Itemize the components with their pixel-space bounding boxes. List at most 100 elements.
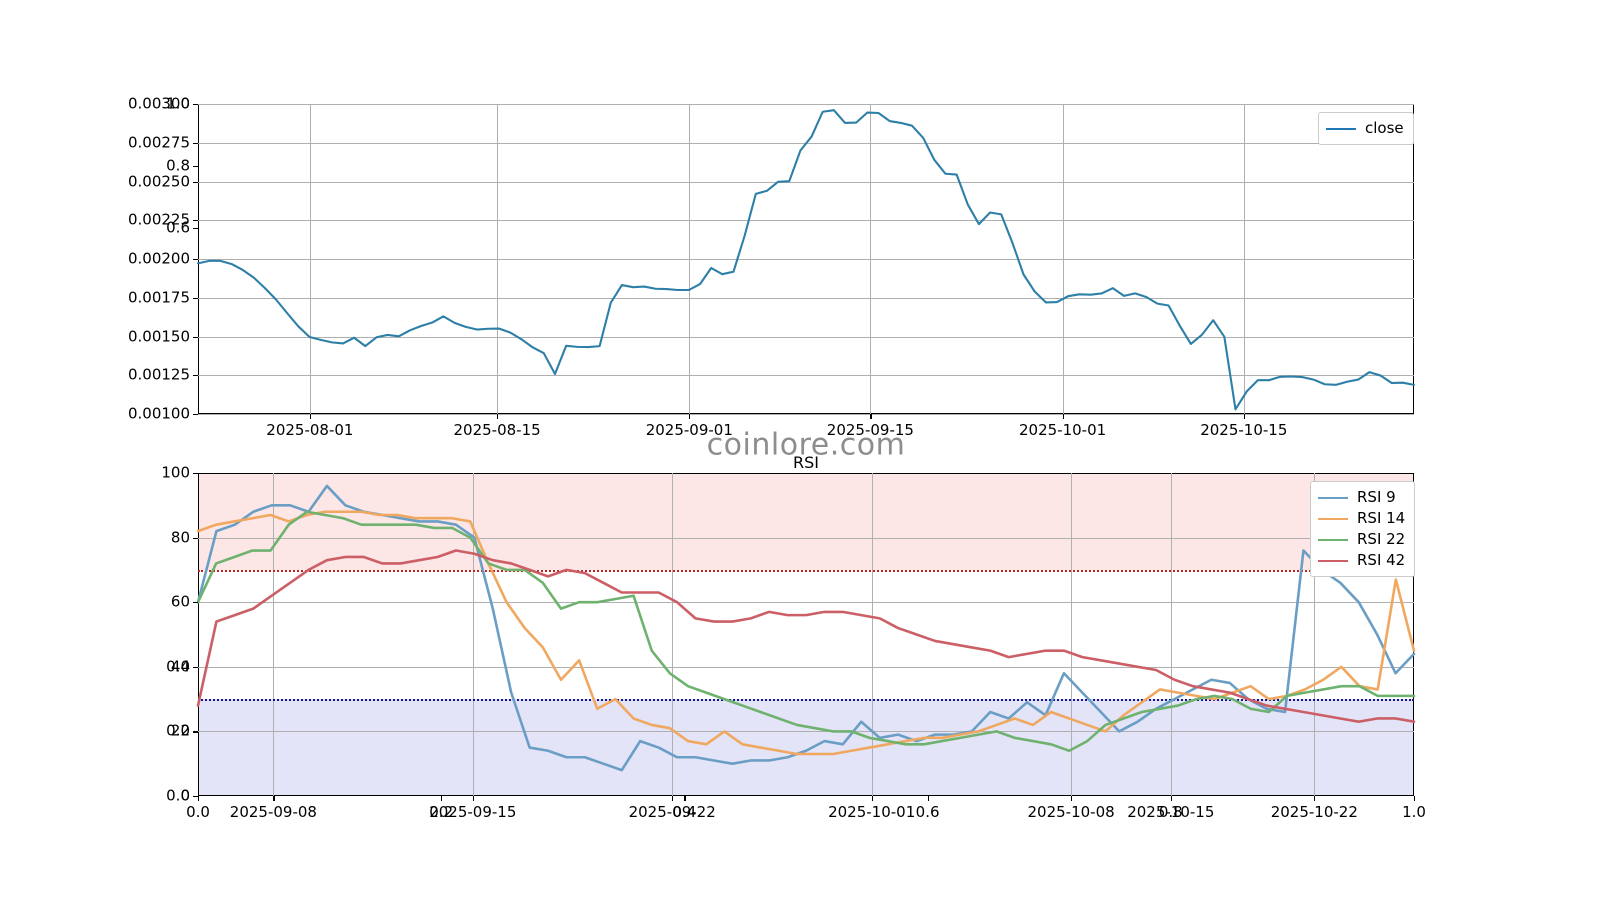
rsi-x-tick-label-normalized: 0.0 xyxy=(186,803,210,821)
rsi-y-tick xyxy=(193,537,198,539)
rsi-axes-frame xyxy=(198,473,1414,796)
rsi-x-tick-normalized xyxy=(198,796,200,801)
legend-line-swatch-icon xyxy=(1318,517,1348,520)
rsi-x-tick-label-normalized: 1.0 xyxy=(1402,803,1426,821)
price-y-tick xyxy=(193,414,198,416)
price-line-plot xyxy=(196,109,1416,411)
rsi-y-tick-normalized xyxy=(193,731,198,733)
price-y-tick-label: 0.00100 xyxy=(127,404,190,423)
rsi-gridline-v xyxy=(1071,473,1073,796)
rsi-gridline-h xyxy=(198,666,1414,668)
price-gridline-h xyxy=(198,336,1414,338)
rsi-x-tick-label: 2025-09-22 xyxy=(628,803,716,821)
rsi-x-tick-label-normalized: 0.2 xyxy=(429,803,454,821)
rsi-x-tick-label-normalized: 0.6 xyxy=(915,803,940,821)
rsi-gridline-v xyxy=(871,473,873,796)
legend-line-swatch-icon xyxy=(1318,496,1348,499)
rsi-y-tick xyxy=(193,602,198,604)
legend-item-label: close xyxy=(1365,119,1404,137)
legend-item-label: RSI 14 xyxy=(1357,509,1406,527)
price-x-tick-label: 2025-09-15 xyxy=(826,421,914,439)
rsi-x-tick-normalized xyxy=(927,796,929,801)
rsi-gridline-h xyxy=(198,731,1414,733)
rsi-x-tick-label-normalized: 0.4 xyxy=(672,803,697,821)
legend-item[interactable]: RSI 9 xyxy=(1318,487,1405,508)
rsi-x-tick-label: 2025-09-08 xyxy=(229,803,317,821)
rsi-gridline-v xyxy=(1170,473,1172,796)
rsi-gridline-h xyxy=(198,537,1414,539)
price-x-tick xyxy=(689,414,691,419)
rsi-x-tick-label: 2025-10-08 xyxy=(1027,803,1115,821)
price-gridline-h xyxy=(198,220,1414,222)
price-y-tick xyxy=(193,220,198,222)
rsi-y-tick-label-normalized: 0.2 xyxy=(166,721,190,740)
rsi-gridline-h xyxy=(198,602,1414,604)
rsi-x-tick-label: 2025-10-22 xyxy=(1270,803,1358,821)
rsi-x-tick xyxy=(871,796,873,801)
rsi-x-tick-normalized xyxy=(1414,796,1416,801)
price-y-tick xyxy=(193,181,198,183)
rsi-x-tick xyxy=(472,796,474,801)
legend-item-label: RSI 9 xyxy=(1357,488,1396,506)
legend-item[interactable]: RSI 22 xyxy=(1318,529,1405,550)
rsi-x-tick-label-normalized: 0.8 xyxy=(1158,803,1183,821)
price-y-tick-label-normalized: 0.8 xyxy=(166,156,190,175)
price-y-tick-label: 0.00125 xyxy=(127,365,190,384)
rsi-x-tick xyxy=(672,796,674,801)
rsi-gridline-v xyxy=(1314,473,1316,796)
rsi-gridline-v xyxy=(472,473,474,796)
legend-line-swatch-icon xyxy=(1318,538,1348,541)
price-x-tick-label: 2025-10-01 xyxy=(1019,421,1107,439)
rsi-line-plot xyxy=(196,484,1416,772)
watermark-coinlore: coinlore.com xyxy=(706,427,906,463)
legend-item-label: RSI 42 xyxy=(1357,551,1406,569)
price-x-tick xyxy=(1062,414,1064,419)
legend-item-label: RSI 22 xyxy=(1357,530,1406,548)
rsi-x-tick xyxy=(1314,796,1316,801)
rsi-y-tick-label: 60 xyxy=(170,592,190,611)
price-y-tick xyxy=(193,142,198,144)
price-y-tick-label-normalized: 0.6 xyxy=(166,218,190,237)
rsi-y-tick-normalized xyxy=(193,666,198,668)
price-x-tick xyxy=(309,414,312,419)
price-y-tick xyxy=(193,297,198,299)
price-y-tick-label: 0.00200 xyxy=(127,249,190,268)
rsi-x-tick-normalized xyxy=(684,796,686,801)
price-x-tick-label: 2025-08-15 xyxy=(453,421,541,439)
price-gridline-v xyxy=(1243,104,1245,414)
price-chart-axes: 0.00100 0.00125 0.00150 0.00175 0.00200 0.002… xyxy=(128,96,1416,438)
price-gridline-v xyxy=(1062,104,1064,414)
rsi-axes-title: RSI xyxy=(793,453,819,472)
price-y-tick xyxy=(193,259,198,261)
price-gridline-h xyxy=(198,259,1414,260)
price-x-tick-label: 2025-10-15 xyxy=(1200,421,1288,439)
legend-item[interactable]: RSI 42 xyxy=(1318,550,1405,571)
rsi-legend[interactable]: RSI 9 RSI 14 RSI 22 RSI 42 xyxy=(1310,481,1416,577)
price-y-tick-label: 0.00300 xyxy=(127,94,190,113)
price-y-tick-normalized xyxy=(193,104,198,106)
rsi-x-tick-normalized xyxy=(1170,796,1172,801)
price-y-tick-normalized xyxy=(193,166,198,168)
rsi-y-tick-label-normalized: 0.0 xyxy=(166,786,190,805)
legend-item[interactable]: close xyxy=(1326,118,1404,139)
price-y-tick-label: 0.00175 xyxy=(127,288,190,307)
price-y-tick-label-normalized: 1.0 xyxy=(166,94,190,113)
price-y-tick-label: 0.00150 xyxy=(127,327,190,345)
price-x-tick-label: 2025-08-01 xyxy=(266,421,354,439)
rsi-y-tick-label: 20 xyxy=(170,721,190,740)
rsi-chart-axes: 0 20 40 60 80 100 0.0 0.2 0.4 2025-09-08 2025-09-… xyxy=(161,465,1426,820)
rsi-y-tick-label: 0 xyxy=(180,786,190,805)
price-gridline-h xyxy=(198,297,1414,299)
price-legend[interactable]: close xyxy=(1318,112,1414,145)
rsi-x-tick-label: 2025-09-15 xyxy=(429,803,517,821)
rsi-y-tick-label: 40 xyxy=(170,657,190,676)
legend-line-swatch-icon xyxy=(1326,127,1356,130)
rsi-y-tick-label: 100 xyxy=(161,463,190,482)
price-gridline-v xyxy=(309,104,311,414)
rsi-gridline-v xyxy=(273,473,275,796)
overbought-shaded-band xyxy=(198,473,1414,570)
rsi-x-tick-normalized xyxy=(441,796,443,801)
price-y-tick-label: 0.00250 xyxy=(127,172,190,190)
legend-item[interactable]: RSI 14 xyxy=(1318,508,1405,529)
